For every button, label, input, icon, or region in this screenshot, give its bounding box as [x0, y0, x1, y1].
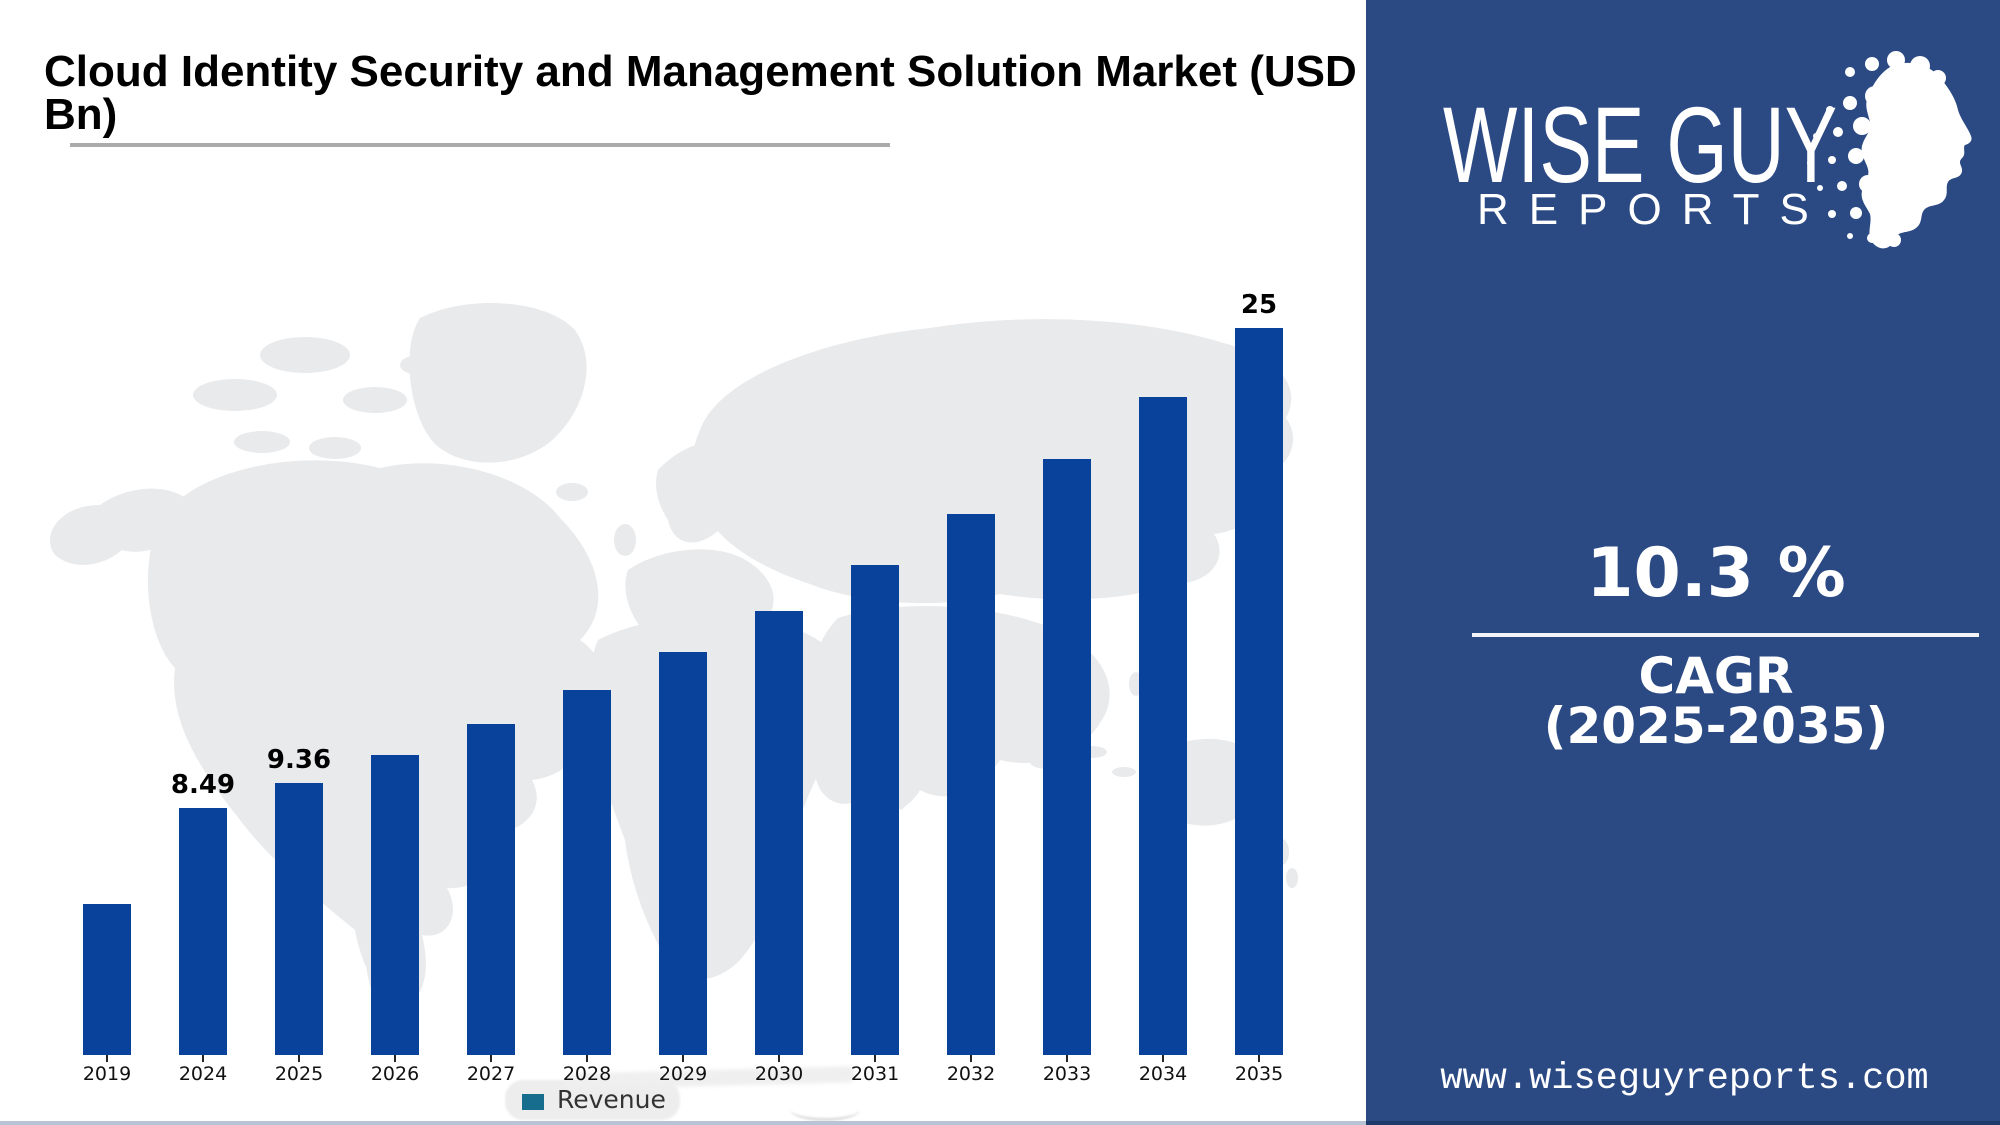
wiseguy-head-logo [1807, 51, 1972, 249]
website-text: www.wiseguyreports.com [1440, 1058, 1929, 1100]
bar-2031 [851, 565, 899, 1055]
x-axis-tick-2031 [874, 1055, 876, 1062]
x-axis-label-2019: 2019 [82, 1063, 132, 1085]
x-axis-label-2028: 2028 [562, 1063, 612, 1085]
bar-2027 [467, 724, 515, 1055]
x-axis-label-2033: 2033 [1042, 1063, 1092, 1085]
bar-2024 [179, 808, 227, 1055]
page-title-line2: Bn) [44, 90, 118, 139]
chart-legend: Revenue [522, 1085, 666, 1114]
x-axis-tick-2027 [490, 1055, 492, 1062]
x-axis-tick-2024 [202, 1055, 204, 1062]
bar-2035 [1235, 328, 1283, 1055]
legend-swatch [522, 1094, 544, 1110]
bar-2028 [563, 690, 611, 1055]
bar-2019 [83, 904, 131, 1055]
page-title: Cloud Identity Security and Management S… [44, 47, 1357, 139]
cagr-label-line2: (2025-2035) [1543, 697, 1889, 755]
legend-label: Revenue [557, 1085, 666, 1114]
head-profile [1861, 62, 1972, 249]
bar-2033 [1043, 459, 1091, 1055]
bar-2029 [659, 652, 707, 1055]
x-axis-tick-2025 [298, 1055, 300, 1062]
legend-smudge-curl [790, 1098, 860, 1121]
bottom-edge-strip-left [0, 1121, 1366, 1125]
x-axis-tick-2035 [1258, 1055, 1260, 1062]
title-underline [70, 143, 890, 147]
x-axis-tick-2030 [778, 1055, 780, 1062]
x-axis-tick-2034 [1162, 1055, 1164, 1062]
bar-2032 [947, 514, 995, 1055]
x-axis-tick-2019 [106, 1055, 108, 1062]
x-axis-label-2035: 2035 [1234, 1063, 1284, 1085]
cagr-label: CAGR (2025-2035) [1431, 651, 2000, 751]
bottom-edge-strip-right [1366, 1121, 2000, 1125]
map-greenland [409, 302, 587, 463]
cagr-label-line1: CAGR [1638, 647, 1794, 705]
x-axis-label-2029: 2029 [658, 1063, 708, 1085]
x-axis-tick-2028 [586, 1055, 588, 1062]
x-axis-tick-2026 [394, 1055, 396, 1062]
x-axis-label-2030: 2030 [754, 1063, 804, 1085]
x-axis-label-2031: 2031 [850, 1063, 900, 1085]
x-axis-label-2034: 2034 [1138, 1063, 1188, 1085]
x-axis-tick-2033 [1066, 1055, 1068, 1062]
x-axis-label-2026: 2026 [370, 1063, 420, 1085]
x-axis-label-2032: 2032 [946, 1063, 996, 1085]
cagr-value: 10.3 % [1586, 534, 1846, 613]
bar-2025 [275, 783, 323, 1055]
page-title-line1: Cloud Identity Security and Management S… [44, 47, 1357, 96]
x-axis-label-2027: 2027 [466, 1063, 516, 1085]
bar-value-label-2025: 9.36 [266, 745, 332, 775]
bar-value-label-2035: 25 [1240, 290, 1278, 320]
x-axis-label-2025: 2025 [274, 1063, 324, 1085]
bar-2034 [1139, 397, 1187, 1055]
x-axis-tick-2029 [682, 1055, 684, 1062]
x-axis-label-2024: 2024 [178, 1063, 228, 1085]
wiseguy-logo-text: WISE GUY [1443, 84, 1838, 205]
bar-value-label-2024: 8.49 [170, 770, 236, 800]
bar-2026 [371, 755, 419, 1055]
bar-2030 [755, 611, 803, 1055]
wiseguy-logo-reports: REPORTS [1477, 185, 1829, 234]
head-dot-cluster [1807, 51, 1946, 247]
x-axis-tick-2032 [970, 1055, 972, 1062]
map-africa [589, 616, 848, 979]
panel-divider [1472, 633, 1979, 637]
